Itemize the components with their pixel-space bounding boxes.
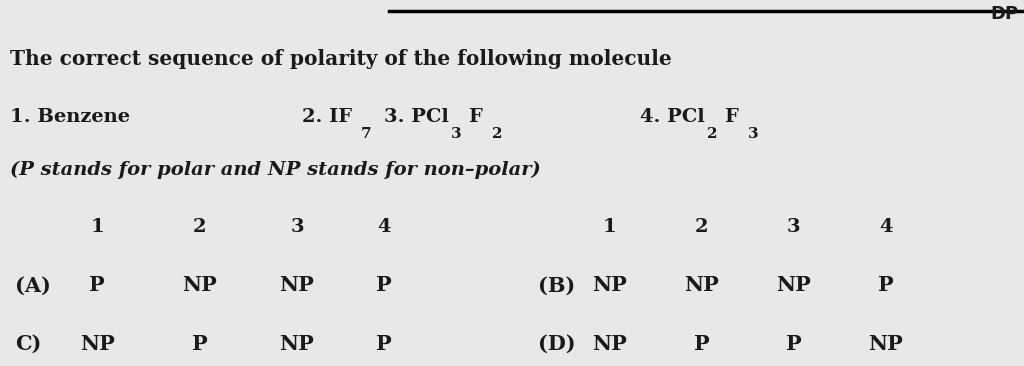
Text: (B): (B) [538,276,574,295]
Text: P: P [376,334,392,354]
Text: P: P [878,276,894,295]
Text: 1. Benzene: 1. Benzene [10,108,130,126]
Text: NP: NP [182,276,217,295]
Text: P: P [376,276,392,295]
Text: (D): (D) [538,334,575,354]
Text: 3: 3 [748,127,758,141]
Text: 4: 4 [377,218,391,236]
Text: P: P [785,334,802,354]
Text: NP: NP [592,334,627,354]
Text: NP: NP [80,334,115,354]
Text: 2: 2 [492,127,502,141]
Text: 4. PCl: 4. PCl [640,108,705,126]
Text: DP: DP [991,5,1019,23]
Text: 2. IF: 2. IF [302,108,352,126]
Text: 1: 1 [90,218,104,236]
Text: 3: 3 [451,127,461,141]
Text: 2: 2 [193,218,207,236]
Text: NP: NP [868,334,903,354]
Text: NP: NP [776,276,811,295]
Text: 3: 3 [290,218,304,236]
Text: (A): (A) [15,276,51,295]
Text: The correct sequence of polarity of the following molecule: The correct sequence of polarity of the … [10,49,672,68]
Text: P: P [693,334,710,354]
Text: NP: NP [592,276,627,295]
Text: 4: 4 [879,218,893,236]
Text: (P stands for polar and NP stands for non–polar): (P stands for polar and NP stands for no… [10,161,541,179]
Text: NP: NP [280,334,314,354]
Text: NP: NP [684,276,719,295]
Text: F: F [468,108,481,126]
Text: C): C) [15,334,42,354]
Text: 1: 1 [602,218,616,236]
Text: 3: 3 [786,218,801,236]
Text: NP: NP [280,276,314,295]
Text: F: F [724,108,737,126]
Text: 7: 7 [360,127,371,141]
Text: P: P [89,276,105,295]
Text: 2: 2 [707,127,717,141]
Text: 2: 2 [694,218,709,236]
Text: P: P [191,334,208,354]
Text: 3. PCl: 3. PCl [384,108,449,126]
